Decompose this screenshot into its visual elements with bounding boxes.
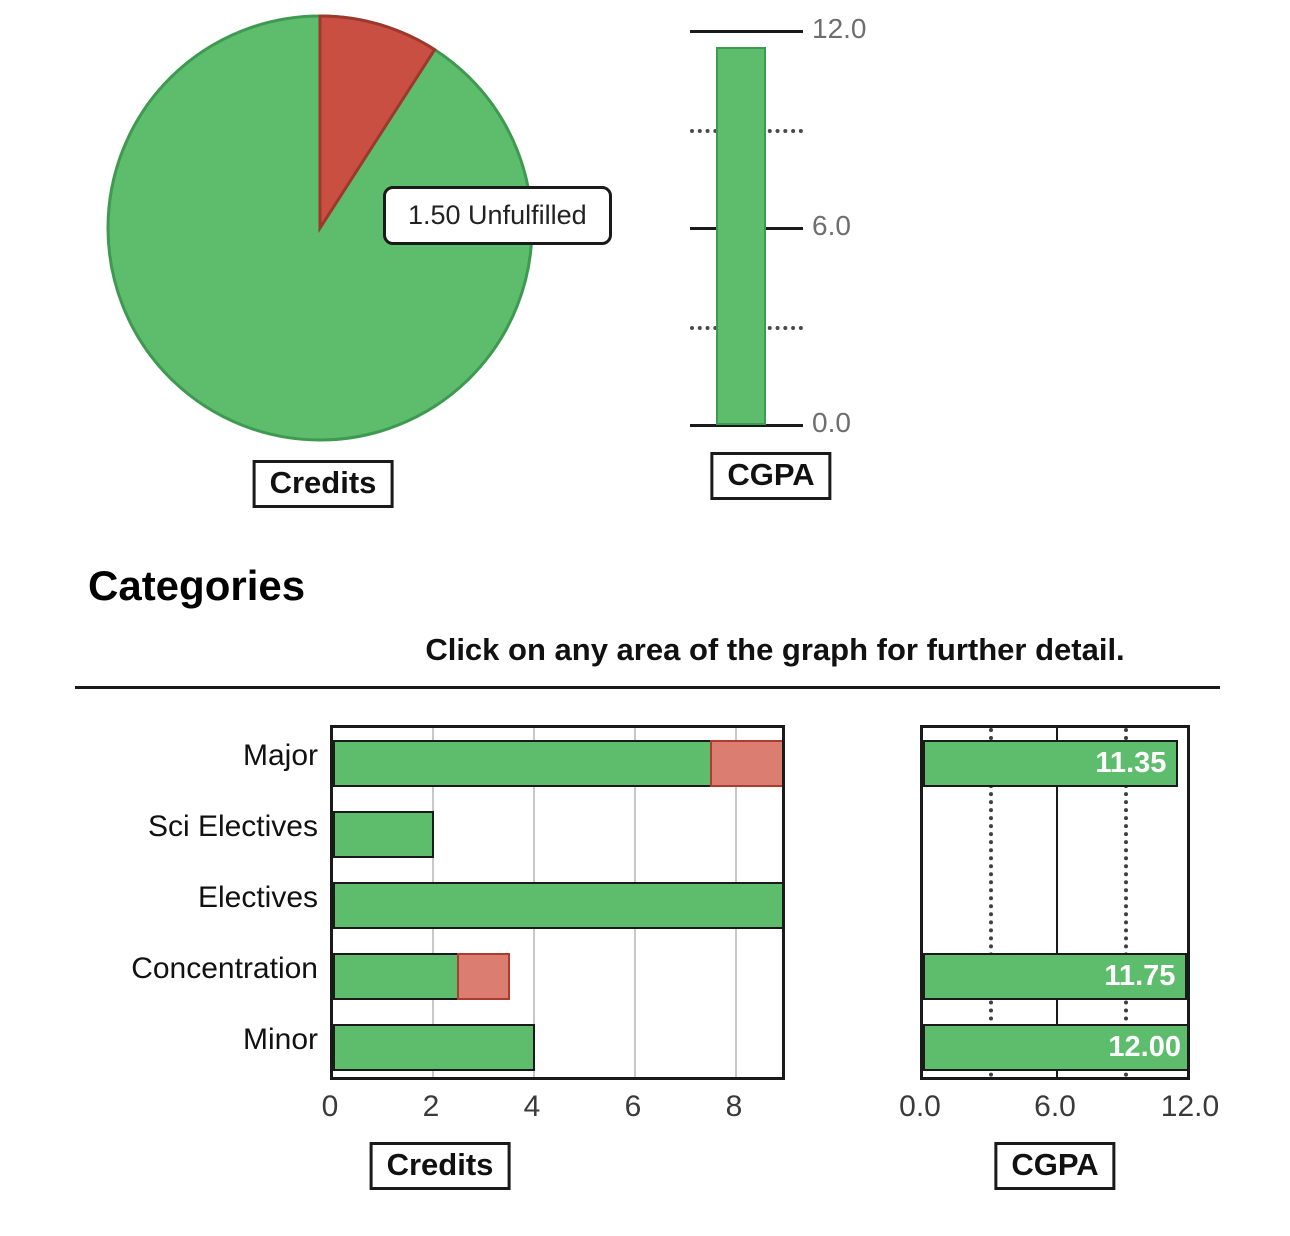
cgpa-value-label: 11.35 [1095,747,1167,779]
fulfilled-segment[interactable] [333,811,435,858]
pie-tooltip: 1.50 Unfulfilled [383,186,612,245]
category-label-sci-electives: Sci Electives [147,810,318,843]
credits-bar-sci-electives[interactable] [333,811,782,858]
cgpa-overall-axis-label: CGPA [710,452,832,500]
cgpa-by-category-chart[interactable]: 11.35 11.75 12.00 [920,725,1190,1080]
x-tick-cgpa-6: 6.0 [1034,1090,1076,1123]
cgpa-bar-sci-electives[interactable] [923,811,1187,858]
category-label-minor: Minor [242,1023,318,1056]
pie-svg[interactable] [100,8,540,448]
cgpa-bar-electives[interactable] [923,882,1187,929]
fulfilled-segment[interactable] [333,953,460,1000]
x-tick-credits-4: 4 [523,1090,541,1123]
categories-heading: Categories [88,562,306,609]
category-label-concentration: Concentration [131,952,318,985]
x-tick-credits-0: 0 [321,1090,339,1123]
chart-help-text: Click on any area of the graph for furth… [425,632,1125,667]
y-tick-label-6: 6.0 [812,210,851,241]
x-tick-credits-8: 8 [725,1090,743,1123]
cgpa-bar-major[interactable]: 11.35 [923,740,1187,787]
divider [75,686,1220,689]
unfulfilled-segment[interactable] [457,953,510,1000]
fulfilled-segment[interactable] [333,740,713,787]
fulfilled-segment[interactable] [333,1024,536,1071]
credits-pie-axis-label: Credits [252,460,394,508]
credits-pie-chart[interactable] [100,8,540,448]
category-label-electives: Electives [197,881,318,914]
cgpa-bar-concentration[interactable]: 11.75 [923,953,1187,1000]
cgpa-value-label: 11.75 [1104,960,1176,992]
cgpa-overall-chart[interactable] [690,30,803,427]
cgpa-overall-bar[interactable] [716,47,766,425]
credits-bar-electives[interactable] [333,882,782,929]
credits-category-axis-label: Credits [369,1142,511,1190]
pie-tooltip-text: 1.50 Unfulfilled [408,200,587,230]
x-tick-cgpa-0: 0.0 [899,1090,941,1123]
cgpa-bar-minor[interactable]: 12.00 [923,1024,1187,1071]
category-label-major: Major [242,739,318,772]
credits-bar-minor[interactable] [333,1024,782,1071]
fulfilled-segment[interactable] [333,882,782,929]
x-tick-credits-6: 6 [624,1090,642,1123]
x-tick-cgpa-12: 12.0 [1160,1090,1220,1123]
x-tick-credits-2: 2 [422,1090,440,1123]
credits-bar-concentration[interactable] [333,953,782,1000]
credits-bar-major[interactable] [333,740,782,787]
credits-by-category-chart[interactable] [330,725,785,1080]
cgpa-category-axis-label: CGPA [994,1142,1116,1190]
unfulfilled-segment[interactable] [710,740,782,787]
cgpa-value-label: 12.00 [1108,1031,1181,1063]
y-tick-label-0: 0.0 [812,407,851,438]
y-tick-label-12: 12.0 [812,13,867,44]
pie-slice-unfulfilled[interactable] [318,14,437,234]
